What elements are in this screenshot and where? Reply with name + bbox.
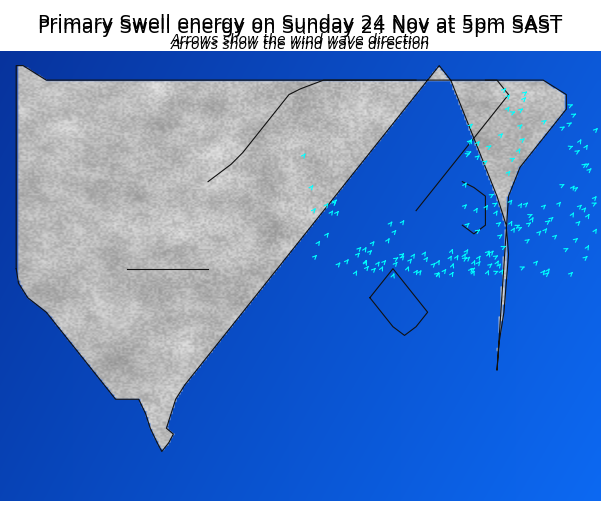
Text: Arrows show the wind wave direction: Arrows show the wind wave direction — [171, 38, 430, 52]
Text: Primary Swell energy on Sunday 24 Nov at 5pm SAST: Primary Swell energy on Sunday 24 Nov at… — [38, 14, 563, 33]
Text: Arrows show the wind wave direction: Arrows show the wind wave direction — [171, 33, 430, 47]
Text: Primary Swell energy on Sunday 24 Nov at 5pm SAST: Primary Swell energy on Sunday 24 Nov at… — [38, 18, 563, 37]
